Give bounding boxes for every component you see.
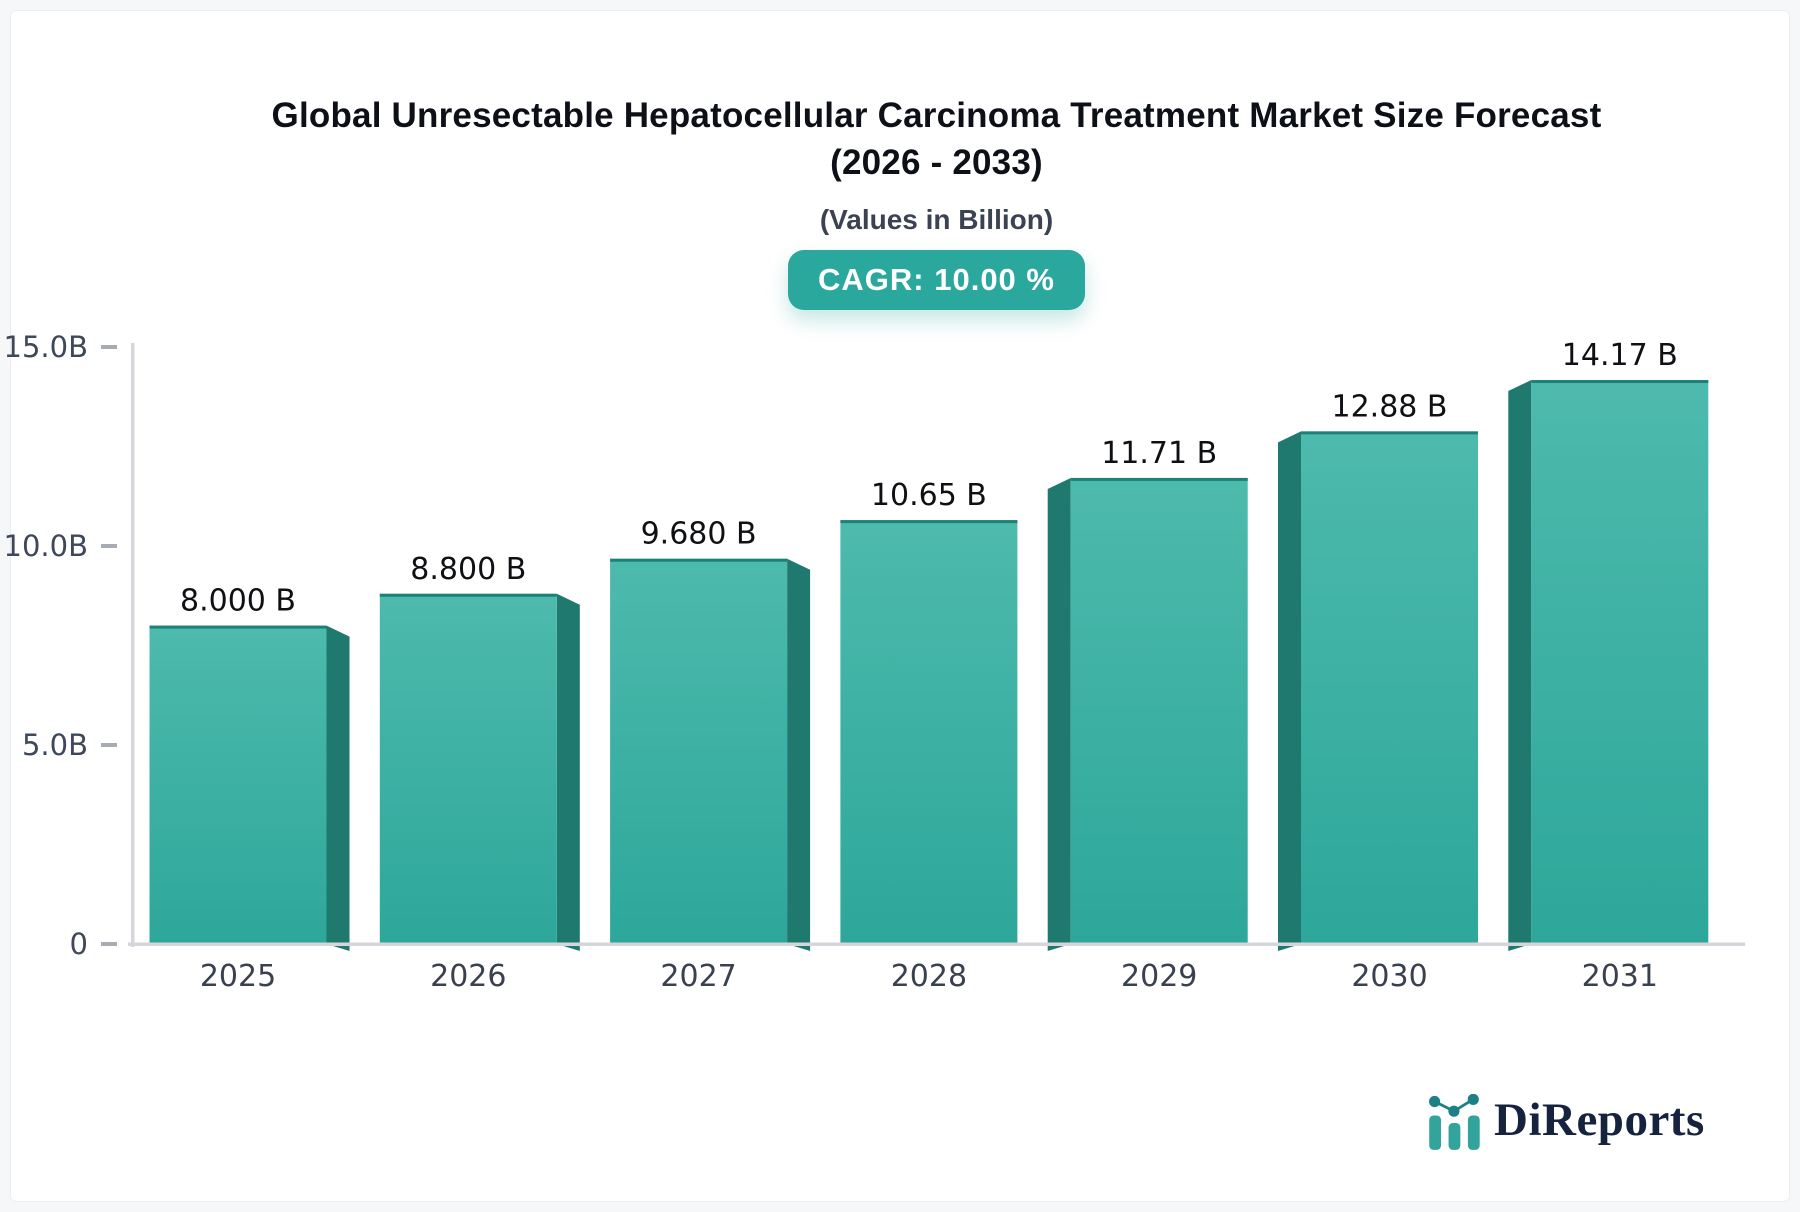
chart-title-line2: (2026 - 2033) bbox=[830, 143, 1043, 182]
y-tick bbox=[101, 345, 117, 349]
bar-top-edge bbox=[379, 593, 557, 597]
bar-2026: 8.800 B bbox=[379, 552, 580, 951]
bar-top-edge bbox=[149, 625, 327, 629]
bar-2028: 10.65 B bbox=[840, 478, 1018, 944]
bar-top-edge bbox=[610, 558, 788, 562]
bar-side-face bbox=[787, 558, 811, 951]
bar-top-edge bbox=[1301, 431, 1478, 435]
bar-value-label: 14.17 B bbox=[1562, 338, 1678, 373]
bar-chart-trend-icon bbox=[1429, 1094, 1480, 1150]
bar-2031: 14.17 B bbox=[1508, 338, 1709, 951]
bar-top-edge bbox=[840, 520, 1018, 524]
y-tick-label: 0 bbox=[70, 927, 88, 961]
chart-header: Global Unresectable Hepatocellular Carci… bbox=[130, 0, 1743, 310]
bar-value-label: 9.680 B bbox=[641, 517, 757, 552]
x-axis-line bbox=[128, 942, 1745, 946]
x-axis-label: 2028 bbox=[891, 959, 967, 994]
bar-face bbox=[1531, 380, 1709, 944]
y-tick bbox=[101, 743, 117, 747]
bar-2029: 11.71 B bbox=[1047, 436, 1248, 951]
x-axis-label: 2027 bbox=[660, 959, 736, 994]
y-tick-label: 5.0B bbox=[22, 728, 88, 762]
bar-value-label: 12.88 B bbox=[1331, 389, 1447, 424]
bar-face bbox=[379, 593, 557, 944]
bar-2030: 12.88 B bbox=[1278, 389, 1478, 952]
bar-value-label: 10.65 B bbox=[871, 478, 987, 513]
axis-lines bbox=[128, 343, 1745, 947]
bar-value-label: 8.800 B bbox=[410, 552, 526, 587]
bar-2027: 9.680 B bbox=[610, 517, 811, 951]
bar-top-edge bbox=[1531, 380, 1709, 384]
bar-face bbox=[610, 558, 788, 944]
y-tick-label: 15.0B bbox=[4, 330, 88, 364]
bar-face bbox=[1301, 431, 1478, 945]
x-axis-labels: 2025 2026 2027 2028 2029 2030 2031 bbox=[200, 959, 1658, 994]
chart-title-line1: Global Unresectable Hepatocellular Carci… bbox=[271, 96, 1602, 135]
direports-logo: DiReports bbox=[1424, 1088, 1705, 1152]
bar-side-face bbox=[1278, 431, 1301, 952]
bar-value-label: 8.000 B bbox=[180, 584, 296, 619]
x-axis-label: 2031 bbox=[1582, 959, 1658, 994]
bar-top-edge bbox=[1070, 477, 1248, 481]
y-tick-label: 10.0B bbox=[4, 529, 88, 563]
y-axis-line bbox=[131, 343, 135, 947]
bar-side-face bbox=[326, 625, 350, 951]
bar-side-face bbox=[1508, 380, 1532, 951]
bar-face bbox=[1070, 477, 1248, 944]
y-axis: 0 5.0B 10.0B 15.0B bbox=[4, 330, 117, 961]
bar-face bbox=[840, 520, 1018, 944]
chart-subtitle: (Values in Billion) bbox=[819, 204, 1054, 235]
logo-text: DiReports bbox=[1494, 1094, 1705, 1146]
bars-group: 8.000 B 8.800 B 9.680 B 10.65 B 11.71 B 12.88… bbox=[149, 338, 1709, 952]
bar-side-face bbox=[556, 593, 580, 951]
y-tick bbox=[101, 544, 117, 548]
x-axis-label: 2025 bbox=[200, 959, 276, 994]
x-axis-label: 2026 bbox=[430, 959, 506, 994]
bar-value-label: 11.71 B bbox=[1101, 436, 1217, 471]
bar-face bbox=[149, 625, 327, 944]
y-tick bbox=[101, 942, 117, 946]
x-axis-label: 2029 bbox=[1121, 959, 1197, 994]
bar-side-face bbox=[1047, 477, 1071, 951]
x-axis-label: 2030 bbox=[1351, 959, 1427, 994]
bar-2025: 8.000 B bbox=[149, 584, 350, 951]
cagr-badge: CAGR: 10.00 % bbox=[788, 250, 1085, 310]
